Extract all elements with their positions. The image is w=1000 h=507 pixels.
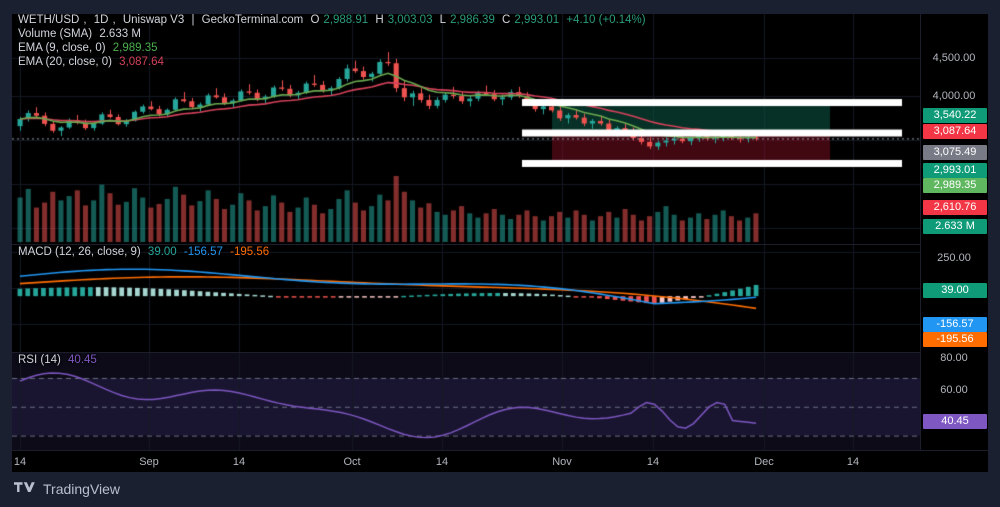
rsi-tick-80: 80.00	[940, 352, 968, 364]
macd-pane[interactable]	[12, 244, 920, 352]
time-tick-7: Dec	[754, 456, 774, 468]
tradingview-wordmark: TradingView	[43, 481, 121, 497]
chart-frame[interactable]: WETH/USD, 1D, Uniswap V3 | GeckoTerminal…	[12, 14, 988, 472]
time-tick-5: Nov	[552, 456, 572, 468]
pane-divider-rsi	[12, 352, 988, 353]
rsi-tick-60: 60.00	[940, 384, 968, 396]
price-badge-last-price[interactable]: 2,993.01	[923, 163, 987, 178]
time-tick-0: 14	[13, 456, 27, 468]
time-scale[interactable]: 14 Sep 14 Oct 14 Nov 14 Dec 14	[12, 450, 988, 472]
time-tick-3: Oct	[343, 456, 361, 468]
price-badge-volume[interactable]: 2.633 M	[923, 219, 987, 234]
rsi-badge-value[interactable]: 40.45	[923, 414, 987, 429]
macd-tick-250: 250.00	[937, 252, 971, 264]
time-tick-4: 14	[435, 456, 449, 468]
time-tick-2: 14	[232, 456, 246, 468]
price-pane[interactable]	[12, 14, 920, 244]
tradingview-logo: TradingView	[14, 481, 120, 497]
price-badge-stop-loss[interactable]: 2,610.76	[923, 200, 987, 215]
price-badge-ema20[interactable]: 3,087.64	[923, 124, 987, 139]
macd-badge-signal[interactable]: -195.56	[923, 332, 987, 347]
price-tick-4000: 4,000.00	[932, 90, 976, 102]
rsi-pane[interactable]	[12, 352, 920, 450]
macd-badge-histogram[interactable]: 39.00	[923, 283, 987, 298]
price-badge-take-profit[interactable]: 3,540.22	[923, 108, 987, 123]
time-tick-8: 14	[846, 456, 860, 468]
time-tick-6: 14	[646, 456, 660, 468]
price-badge-cursor[interactable]: 3,075.49	[923, 145, 987, 160]
pane-divider-macd	[12, 244, 988, 245]
tradingview-mark-icon	[14, 482, 36, 496]
price-tick-4500: 4,500.00	[932, 52, 976, 64]
time-tick-1: Sep	[139, 456, 159, 468]
price-badge-ema9[interactable]: 2,989.35	[923, 178, 987, 193]
price-scale[interactable]: 4,500.00 4,000.00 3,540.22 3,087.64 3,075.49…	[920, 14, 988, 472]
macd-badge-line[interactable]: -156.57	[923, 317, 987, 332]
